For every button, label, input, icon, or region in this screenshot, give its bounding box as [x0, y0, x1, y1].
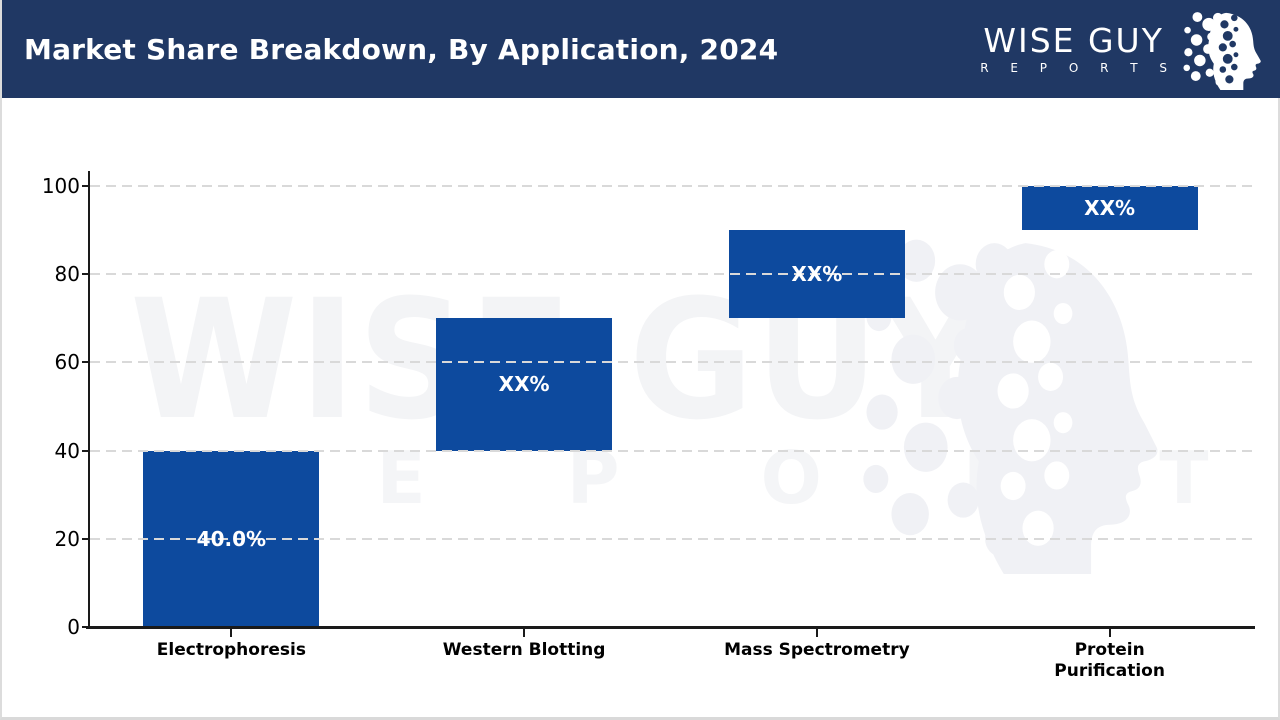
y-tick-label: 20 [54, 526, 80, 551]
header-bar: Market Share Breakdown, By Application, … [2, 0, 1280, 98]
bar-western-blotting [436, 318, 613, 451]
y-tick-mark [82, 361, 90, 364]
y-tick-label: 0 [67, 615, 80, 639]
y-tick-label: 80 [54, 262, 80, 287]
y-gridline [90, 361, 1255, 364]
x-tick-mark [523, 628, 526, 637]
y-tick-mark [82, 273, 90, 276]
page-title: Market Share Breakdown, By Application, … [24, 32, 779, 66]
x-category-label: Protein Purification [1054, 640, 1165, 681]
y-gridline [90, 449, 1255, 452]
x-axis [86, 626, 1255, 629]
bar-value-label: XX% [1084, 196, 1136, 221]
y-tick-label: 60 [54, 350, 80, 375]
y-tick-mark [82, 185, 90, 187]
y-tick-label: 100 [41, 174, 80, 198]
x-tick-mark [230, 628, 233, 637]
y-tick-mark [82, 449, 90, 452]
bar-protein-purification [1021, 186, 1198, 231]
brand-logo: WISE GUY R E P O R T S [971, 8, 1264, 90]
x-tick-mark [815, 628, 818, 637]
y-axis [88, 170, 90, 629]
x-category-label: Mass Spectrometry [724, 640, 910, 660]
bar-value-label: XX% [791, 262, 843, 287]
brand-logo-subtitle: R E P O R T S [980, 61, 1176, 75]
x-tick-mark [1108, 628, 1111, 637]
brand-logo-head-icon [1183, 12, 1261, 90]
y-gridline [90, 537, 1255, 540]
y-tick-label: 40 [54, 438, 80, 463]
y-tick-mark [82, 537, 90, 540]
x-category-label: Electrophoresis [156, 640, 306, 660]
x-category-label: Western Blotting [442, 640, 606, 660]
brand-logo-wordmark: WISE GUY [983, 21, 1164, 60]
y-gridline [90, 185, 1255, 187]
bar-value-label: XX% [498, 372, 550, 397]
bar-value-label: 40.0% [196, 526, 267, 551]
y-gridline [90, 273, 1255, 276]
